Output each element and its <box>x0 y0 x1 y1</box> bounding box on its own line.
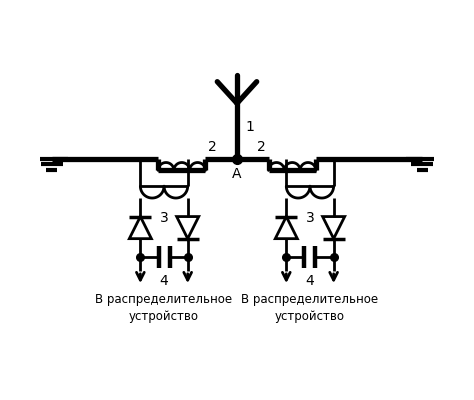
Text: 1: 1 <box>246 120 255 134</box>
Text: 2: 2 <box>257 140 266 154</box>
Text: В распределительное
устройство: В распределительное устройство <box>241 293 379 323</box>
Text: A: A <box>232 167 242 181</box>
Text: 4: 4 <box>306 274 314 288</box>
Text: 2: 2 <box>208 140 217 154</box>
Text: 3: 3 <box>160 211 168 225</box>
Text: В распределительное
устройство: В распределительное устройство <box>95 293 233 323</box>
Text: 4: 4 <box>160 274 168 288</box>
Text: 3: 3 <box>306 211 314 225</box>
